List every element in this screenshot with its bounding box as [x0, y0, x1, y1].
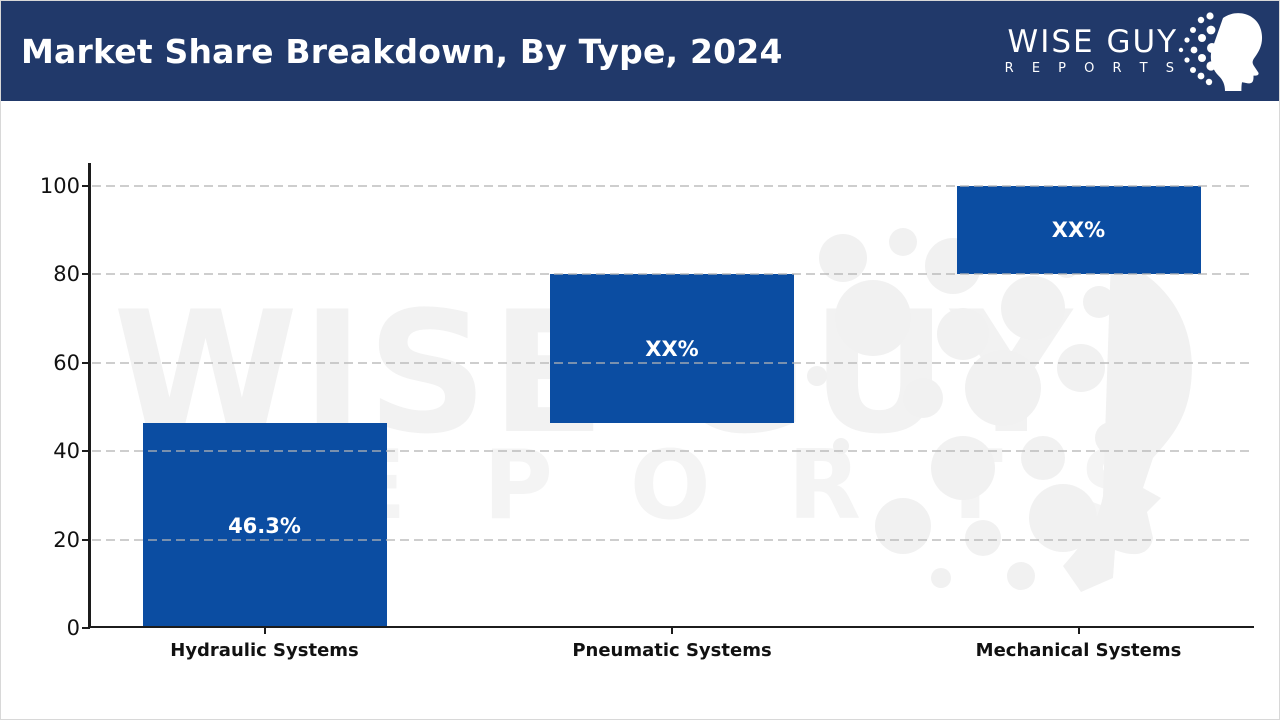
- x-tick-mark: [263, 628, 266, 634]
- bar-3: [956, 186, 1201, 275]
- y-tick-mark: [82, 627, 90, 629]
- gridline-y-20: [92, 538, 1254, 541]
- gridline-y-80: [92, 273, 1254, 276]
- y-axis-tick-label: 100: [39, 174, 80, 198]
- y-tick-mark: [82, 185, 90, 187]
- bar-2: [550, 274, 794, 424]
- bar-value-label: XX%: [1051, 218, 1106, 243]
- x-tick-mark: [671, 628, 673, 634]
- gridline-y-60: [92, 361, 1254, 364]
- x-tick-mark: [1077, 628, 1080, 634]
- logo-reports-text: R E P O R T S: [1004, 60, 1181, 76]
- y-tick-mark: [82, 538, 90, 541]
- x-axis-category-label: Hydraulic Systems: [170, 640, 359, 661]
- y-tick-mark: [82, 450, 90, 453]
- y-tick-mark: [82, 361, 90, 364]
- y-axis-tick-label: 80: [53, 262, 80, 287]
- bar-value-label: XX%: [645, 336, 699, 361]
- wise-guy-reports-logo: WISE GUY R E P O R T S: [1005, 10, 1267, 92]
- gridline-y-40: [92, 450, 1254, 453]
- y-axis-tick-label: 0: [66, 616, 80, 640]
- y-axis-spine: [88, 163, 91, 628]
- bar-value-label: 46.3%: [228, 513, 301, 538]
- header: Market Share Breakdown, By Type, 2024 WI…: [1, 1, 1279, 101]
- x-axis-category-label: Mechanical Systems: [975, 640, 1182, 661]
- chart-title: Market Share Breakdown, By Type, 2024: [21, 31, 783, 71]
- y-axis-tick-label: 60: [53, 350, 80, 375]
- x-axis-spine: [88, 625, 1254, 628]
- y-axis-tick-label: 40: [53, 439, 80, 464]
- x-axis-category-label: Pneumatic Systems: [572, 640, 772, 661]
- bar-1: [142, 423, 387, 628]
- y-axis-tick-label: 20: [53, 527, 80, 552]
- y-tick-mark: [82, 273, 90, 276]
- gridline-y-100: [92, 185, 1254, 187]
- logo-dotted-head-icon: [1178, 12, 1263, 91]
- logo-wordmark: WISE GUY R E P O R T S: [1005, 26, 1181, 76]
- logo-wise-guy-text: WISE GUY: [1007, 24, 1179, 61]
